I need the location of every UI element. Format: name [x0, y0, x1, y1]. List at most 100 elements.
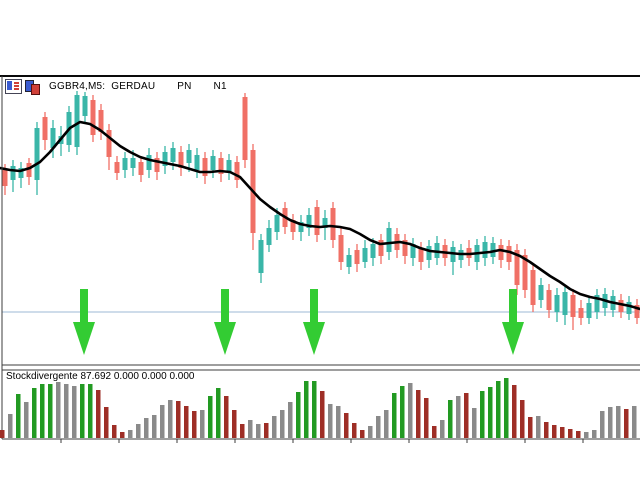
candle-body [138, 162, 144, 175]
candle-body [234, 162, 240, 180]
sell-signal-arrow [502, 289, 524, 355]
candle-body [418, 248, 424, 262]
candle-body [386, 228, 392, 252]
candle-body [618, 300, 624, 312]
candle-body [594, 295, 600, 312]
histogram-bar [136, 424, 141, 438]
candle-body [258, 240, 264, 273]
candle-body [490, 243, 496, 257]
histogram-bar [144, 418, 149, 438]
histogram-bar [272, 416, 277, 438]
histogram-bar [384, 410, 389, 438]
table-icon[interactable] [5, 79, 22, 94]
histogram-bar [456, 396, 461, 438]
candle-body [210, 156, 216, 170]
candle-body [154, 158, 160, 172]
histogram-bar [440, 420, 445, 438]
histogram-bar [0, 430, 5, 438]
candle-body [50, 128, 56, 148]
histogram-bar [224, 396, 229, 438]
histogram-bar [464, 393, 469, 438]
candle-body [218, 158, 224, 174]
candle-body [18, 168, 24, 178]
histogram-bar [24, 402, 29, 438]
candle-body [570, 295, 576, 317]
histogram-bar [56, 382, 61, 438]
sell-signal-arrow [303, 289, 325, 355]
histogram-bar [296, 392, 301, 438]
histogram-bar [280, 410, 285, 438]
candle-body [578, 308, 584, 318]
candle-body [242, 97, 248, 160]
candle-body [146, 155, 152, 170]
candle-body [162, 152, 168, 166]
candle-body [266, 228, 272, 245]
histogram-bar [432, 426, 437, 438]
histogram-bar [264, 423, 269, 438]
candle-body [522, 255, 528, 290]
candle-body [538, 285, 544, 300]
candle-body [274, 215, 280, 232]
histogram-bar [392, 393, 397, 438]
histogram-bar [80, 384, 85, 438]
sell-signal-arrow [214, 289, 236, 355]
candle-body [10, 166, 16, 180]
candle-body [546, 290, 552, 310]
indicator-values-label: Stockdivergente 87.692 0.000 0.000 0.000 [6, 371, 195, 382]
histogram-bar [32, 388, 37, 438]
candle-body [362, 248, 368, 262]
histogram-bar [408, 383, 413, 438]
histogram-bar [400, 386, 405, 438]
histogram-bar [448, 400, 453, 438]
histogram-bar [304, 381, 309, 438]
candle-body [114, 162, 120, 173]
candle-body [42, 117, 48, 140]
histogram-bar [360, 430, 365, 438]
candle-body [306, 215, 312, 228]
histogram-bar [528, 417, 533, 438]
candle-body [226, 160, 232, 172]
candle-body [634, 305, 640, 318]
histogram-bar [168, 400, 173, 438]
candle-body [498, 245, 504, 260]
histogram-bar [344, 413, 349, 438]
candle-body [330, 208, 336, 240]
histogram-bar [480, 391, 485, 438]
candle-body [530, 270, 536, 305]
histogram-bar [616, 406, 621, 438]
candle-body [82, 96, 88, 116]
histogram-bar [40, 384, 45, 438]
histogram-bar [8, 414, 13, 438]
candle-body [186, 150, 192, 163]
symbol-class-label: PN [177, 81, 192, 92]
histogram-bar [240, 424, 245, 438]
candle-body [194, 155, 200, 170]
histogram-bar [600, 411, 605, 438]
candle-body [178, 152, 184, 168]
histogram-bar [592, 430, 597, 438]
bar-chart-icon[interactable] [25, 80, 40, 95]
candle-body [410, 244, 416, 258]
symbol-lot-label: N1 [213, 81, 227, 92]
histogram-bar [216, 388, 221, 438]
histogram-bar [496, 381, 501, 438]
histogram-bar [488, 387, 493, 438]
symbol-description-label: GERDAU [111, 81, 156, 92]
candle-body [202, 158, 208, 176]
histogram-bar [568, 429, 573, 438]
candle-body [170, 148, 176, 162]
candle-body [98, 110, 104, 132]
candle-body [106, 130, 112, 157]
histogram-bar [120, 432, 125, 438]
candle-body [506, 246, 512, 262]
histogram-bar [376, 416, 381, 438]
candle-body [90, 100, 96, 135]
histogram-bar [472, 408, 477, 438]
candle-body [354, 250, 360, 264]
symbol-period-label: GGBR4,M5: [49, 81, 106, 92]
candle-body [290, 220, 296, 232]
histogram-bar [104, 407, 109, 438]
histogram-bar [584, 432, 589, 438]
candle-body [298, 222, 304, 232]
